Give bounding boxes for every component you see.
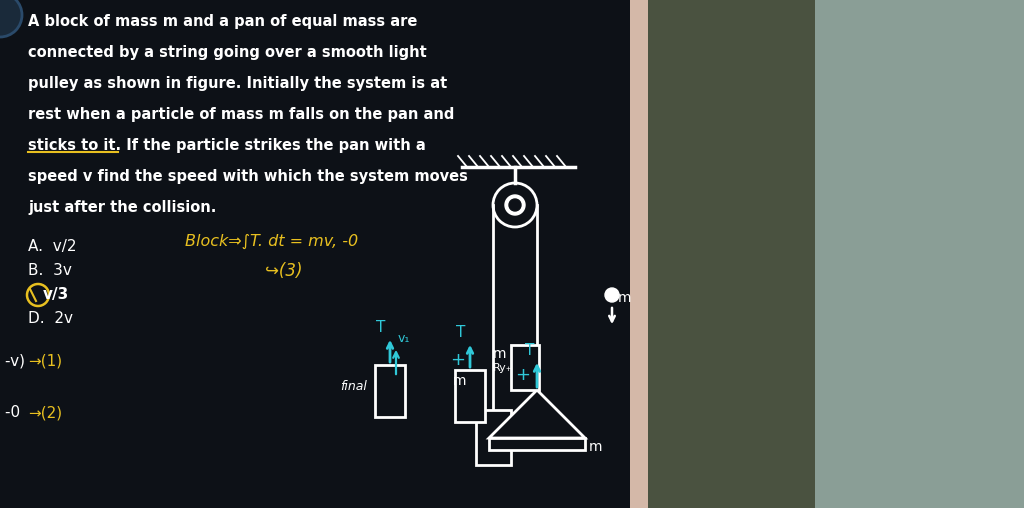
Bar [815,0,1024,508]
Bar [630,0,648,508]
Circle shape [0,0,22,37]
Circle shape [505,195,525,215]
Text: -0: -0 [5,405,30,420]
Text: final: final [340,380,367,394]
Polygon shape [489,390,585,438]
Bar [630,0,815,508]
Circle shape [509,199,521,211]
Text: +: + [515,366,530,384]
Text: Block⇒∫T. dt = mv, -0: Block⇒∫T. dt = mv, -0 [185,234,358,249]
Text: +: + [450,351,465,369]
Text: Ry₊: Ry₊ [493,363,513,373]
Bar [489,438,585,450]
Text: connected by a string going over a smooth light: connected by a string going over a smoot… [28,45,427,60]
Text: m: m [618,291,632,305]
Text: pulley as shown in figure. Initially the system is at: pulley as shown in figure. Initially the… [28,76,447,91]
Text: A.  v/2: A. v/2 [28,239,77,254]
Text: T: T [525,343,535,358]
Bar [0,0,630,508]
Bar [476,410,511,465]
Text: v₁: v₁ [398,332,411,345]
Text: A block of mass m and a pan of equal mass are: A block of mass m and a pan of equal mas… [28,14,418,29]
Text: sticks to it. If the particle strikes the pan with a: sticks to it. If the particle strikes th… [28,138,426,153]
Text: T: T [456,325,465,340]
Bar [455,370,485,422]
Text: rest when a particle of mass m falls on the pan and: rest when a particle of mass m falls on … [28,107,455,122]
Text: D.  2v: D. 2v [28,311,73,326]
Text: just after the collision.: just after the collision. [28,200,216,215]
Text: ↪(3): ↪(3) [265,262,302,280]
Text: →(2): →(2) [28,405,62,420]
Text: speed v find the speed with which the system moves: speed v find the speed with which the sy… [28,169,468,184]
Text: →(1): →(1) [28,353,62,368]
Circle shape [605,288,618,302]
Text: -v): -v) [5,353,35,368]
Bar [511,345,539,390]
Text: T: T [376,320,385,335]
Text: m: m [453,374,467,388]
Text: m: m [589,440,602,454]
Text: m: m [493,347,507,361]
Text: v/3: v/3 [43,287,70,302]
Bar [375,365,406,417]
Text: B.  3v: B. 3v [28,263,72,278]
